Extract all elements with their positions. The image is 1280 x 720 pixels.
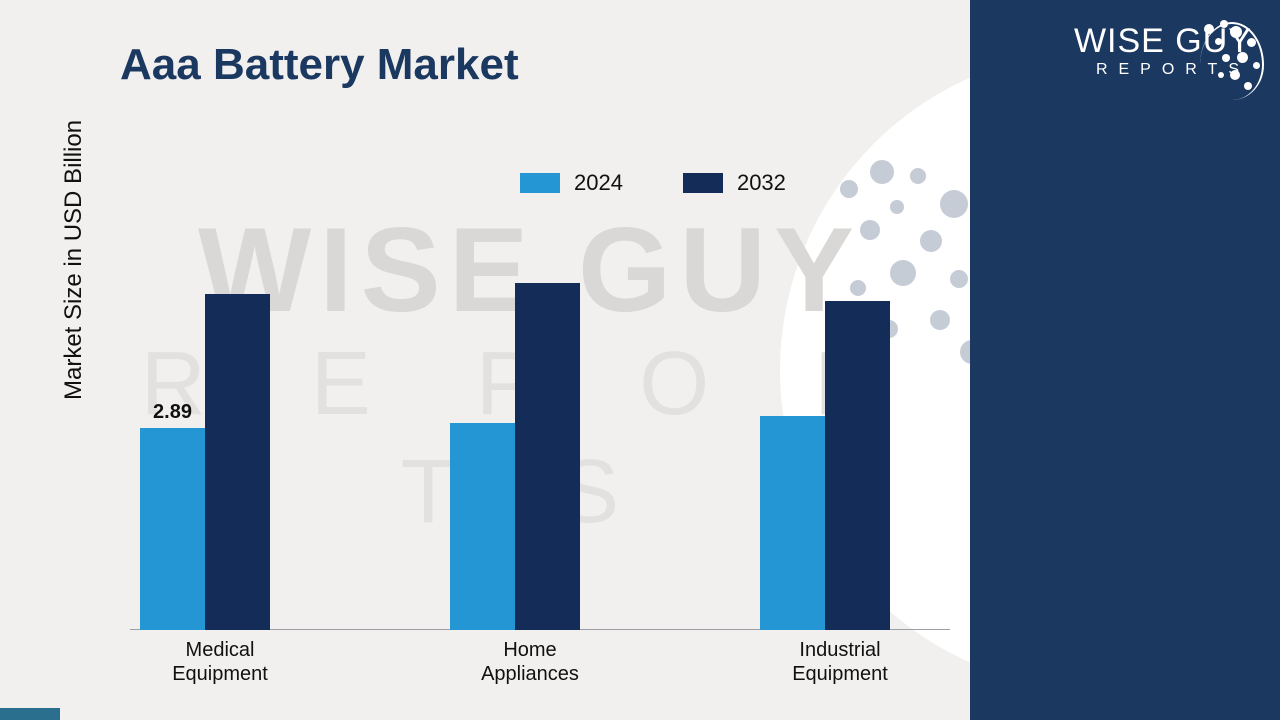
legend-swatch-2032: [683, 173, 723, 193]
x-axis-label: IndustrialEquipment: [740, 630, 940, 686]
legend-swatch-2024: [520, 173, 560, 193]
bar-2032: [205, 294, 270, 630]
legend-label-2032: 2032: [737, 170, 786, 196]
value-label: 2.89: [153, 401, 192, 424]
brand-line1: WISE GUY: [1074, 22, 1252, 61]
bar-2032: [515, 283, 580, 630]
bar-pair: [760, 301, 890, 630]
bar-2024: [140, 428, 205, 630]
bar-2032: [825, 301, 890, 630]
chart-title: Aaa Battery Market: [120, 40, 519, 90]
plot-area: MedicalEquipmentHomeAppliancesIndustrial…: [130, 210, 950, 630]
bottom-accent-bar: [0, 708, 60, 720]
y-axis-label: Market Size in USD Billion: [60, 120, 88, 400]
legend-label-2024: 2024: [574, 170, 623, 196]
legend-item-2032: 2032: [683, 170, 786, 196]
x-axis-label: HomeAppliances: [430, 630, 630, 686]
legend-item-2024: 2024: [520, 170, 623, 196]
bar-2024: [760, 416, 825, 630]
brand-line2: REPORTS: [1074, 61, 1252, 79]
legend: 2024 2032: [520, 170, 786, 196]
bar-2024: [450, 423, 515, 630]
x-axis-label: MedicalEquipment: [120, 630, 320, 686]
brand-logo: WISE GUY REPORTS: [1074, 22, 1252, 79]
chart-canvas: WISE GUY R E P O R T S Aaa Battery Marke…: [0, 0, 1280, 720]
bar-pair: [140, 294, 270, 630]
bar-pair: [450, 283, 580, 630]
